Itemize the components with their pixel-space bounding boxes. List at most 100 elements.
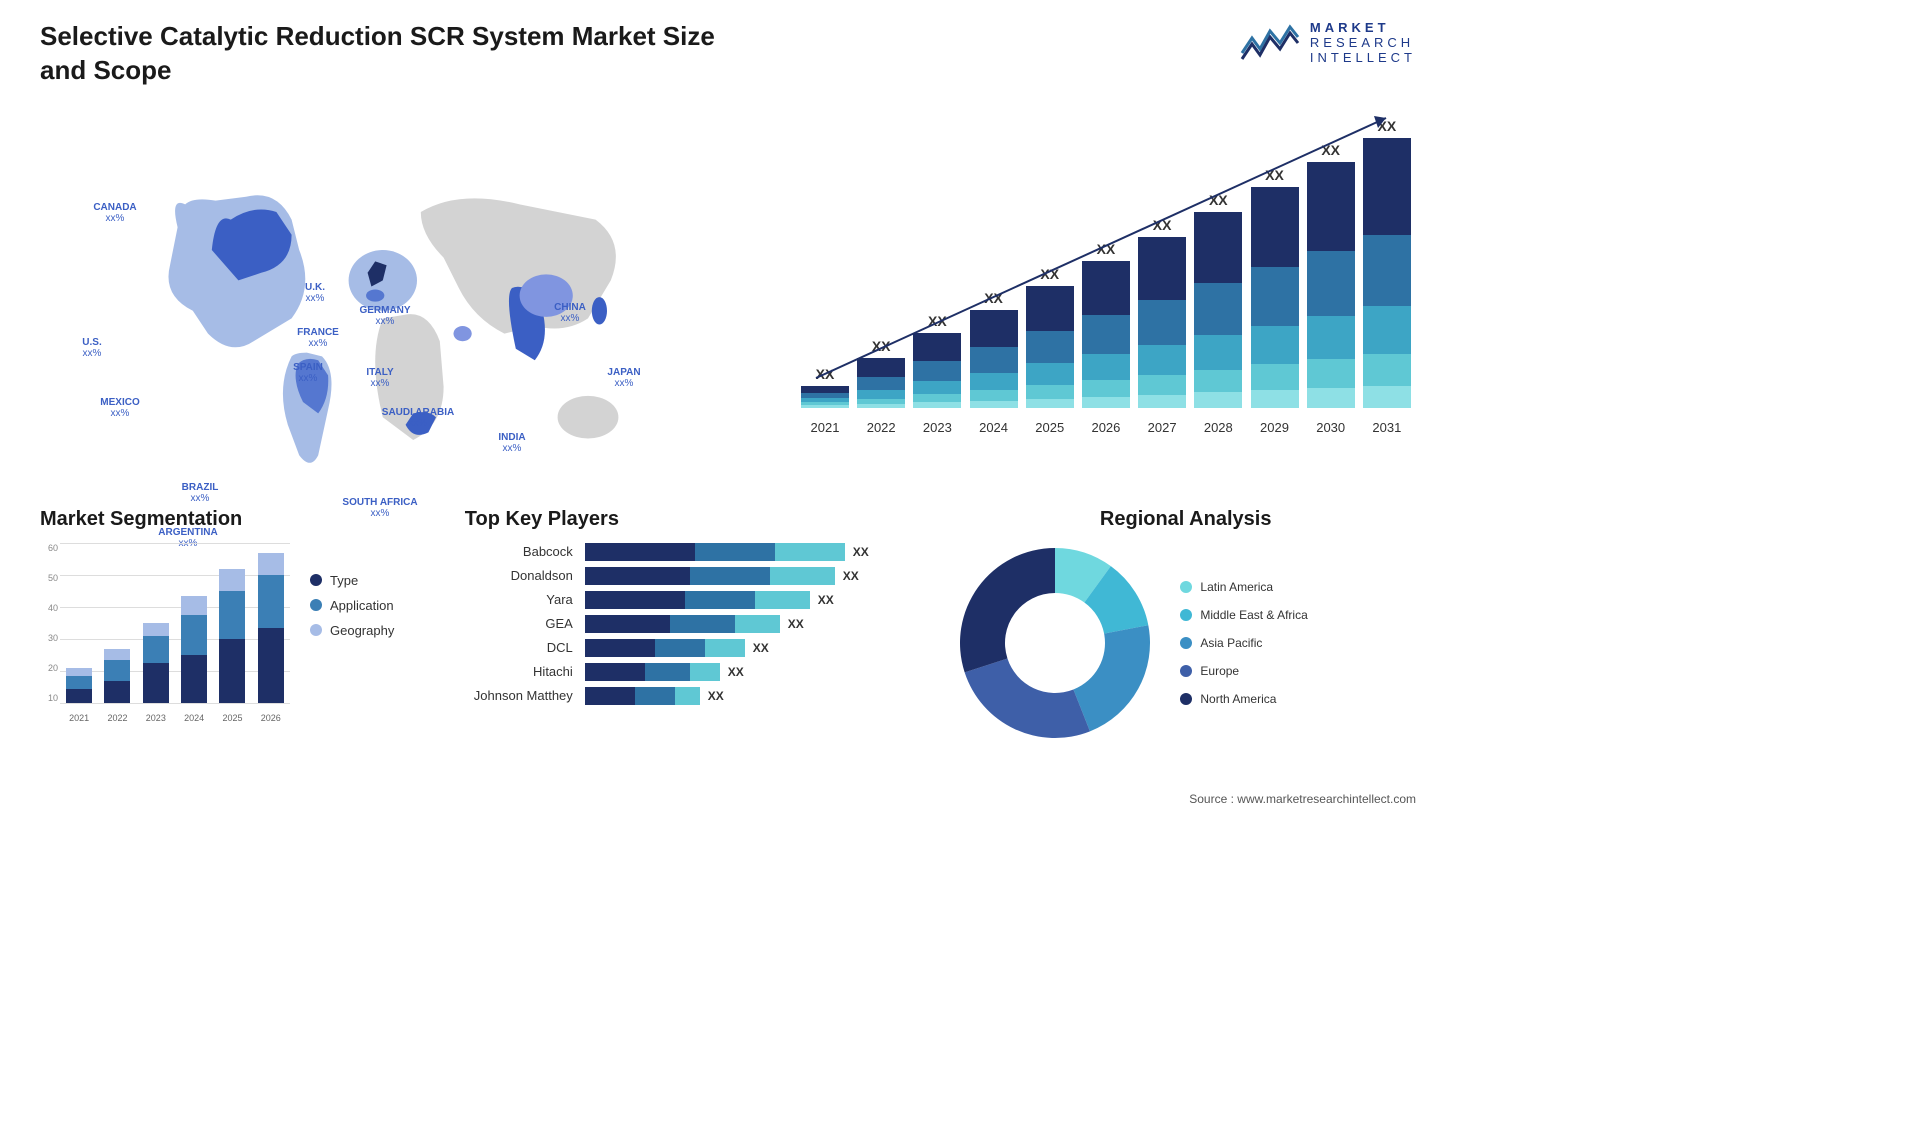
player-name: Babcock [465, 544, 585, 559]
logo-text-3: INTELLECT [1310, 50, 1416, 65]
players-panel: Top Key Players BabcockXXDonaldsonXXYara… [465, 508, 926, 743]
bar-column: XX [857, 338, 905, 408]
bar-year-label: 2029 [1251, 420, 1299, 435]
bar-year-label: 2021 [801, 420, 849, 435]
bar-column: XX [1363, 118, 1411, 408]
player-name: Hitachi [465, 664, 585, 679]
seg-bar [104, 649, 130, 702]
bar-year-label: 2030 [1307, 420, 1355, 435]
bar-value-label: XX [1378, 118, 1397, 134]
source-label: Source : www.marketresearchintellect.com [1189, 792, 1416, 806]
logo-mark-icon [1240, 23, 1300, 63]
bar-year-label: 2023 [913, 420, 961, 435]
bar-column: XX [1251, 167, 1299, 407]
player-row: Babcock XX [465, 543, 926, 561]
player-value: XX [708, 689, 724, 703]
player-value: XX [753, 641, 769, 655]
map-label: JAPANxx% [607, 367, 640, 389]
seg-bar [181, 596, 207, 703]
map-label: INDIAxx% [498, 432, 525, 454]
bar-value-label: XX [928, 313, 947, 329]
bar-value-label: XX [816, 366, 835, 382]
bar-value-label: XX [1040, 266, 1059, 282]
player-value: XX [853, 545, 869, 559]
player-name: Donaldson [465, 568, 585, 583]
bar-year-label: 2022 [857, 420, 905, 435]
bar-year-label: 2026 [1082, 420, 1130, 435]
bar-value-label: XX [1153, 217, 1172, 233]
map-label: SOUTH AFRICAxx% [342, 497, 417, 519]
bar-column: XX [1026, 266, 1074, 408]
logo-text-2: RESEARCH [1310, 35, 1416, 50]
bar-column: XX [1082, 241, 1130, 408]
bar-value-label: XX [1209, 192, 1228, 208]
player-row: GEA XX [465, 615, 926, 633]
legend-item: Latin America [1180, 580, 1307, 594]
map-label: U.S.xx% [82, 337, 101, 359]
map-label: GERMANYxx% [359, 305, 410, 327]
bar-year-label: 2025 [1026, 420, 1074, 435]
map-label: U.K.xx% [305, 282, 325, 304]
legend-item: North America [1180, 692, 1307, 706]
bar-value-label: XX [872, 338, 891, 354]
players-chart: BabcockXXDonaldsonXXYaraXXGEAXXDCLXXHita… [465, 543, 926, 705]
donut-slice [965, 658, 1090, 738]
player-value: XX [788, 617, 804, 631]
player-row: Yara XX [465, 591, 926, 609]
page-title: Selective Catalytic Reduction SCR System… [40, 20, 740, 88]
player-name: GEA [465, 616, 585, 631]
seg-bar [258, 553, 284, 702]
map-label: ITALYxx% [366, 367, 393, 389]
bar-column: XX [1138, 217, 1186, 408]
player-name: DCL [465, 640, 585, 655]
bar-value-label: XX [1265, 167, 1284, 183]
segmentation-panel: Market Segmentation 605040302010 2021202… [40, 508, 435, 743]
player-row: DCL XX [465, 639, 926, 657]
legend-item: Type [310, 573, 394, 588]
map-label: BRAZILxx% [182, 482, 219, 504]
regional-donut [955, 543, 1155, 743]
map-label: SAUDI ARABIAxx% [382, 407, 454, 429]
bar-column: XX [801, 366, 849, 408]
players-title: Top Key Players [465, 508, 926, 531]
player-value: XX [818, 593, 834, 607]
player-name: Yara [465, 592, 585, 607]
map-label: MEXICOxx% [100, 397, 139, 419]
legend-item: Asia Pacific [1180, 636, 1307, 650]
map-label: FRANCExx% [297, 327, 339, 349]
map-label: SPAINxx% [293, 362, 323, 384]
bar-value-label: XX [984, 290, 1003, 306]
seg-bar [143, 623, 169, 703]
regional-panel: Regional Analysis Latin America Middle Ea… [955, 508, 1416, 743]
logo-text-1: MARKET [1310, 20, 1416, 35]
bar-value-label: XX [1321, 142, 1340, 158]
legend-item: Application [310, 598, 394, 613]
segmentation-legend: Type Application Geography [310, 543, 394, 723]
player-row: Johnson Matthey XX [465, 687, 926, 705]
bar-column: XX [913, 313, 961, 407]
map-label: CANADAxx% [93, 202, 136, 224]
player-name: Johnson Matthey [465, 688, 585, 703]
bar-year-label: 2031 [1363, 420, 1411, 435]
regional-legend: Latin America Middle East & Africa Asia Pa… [1180, 580, 1307, 706]
player-value: XX [728, 665, 744, 679]
player-row: DonaldsonXX [465, 567, 926, 585]
regional-title: Regional Analysis [955, 508, 1416, 531]
bar-value-label: XX [1097, 241, 1116, 257]
bar-column: XX [970, 290, 1018, 407]
bar-column: XX [1194, 192, 1242, 407]
bar-year-label: 2027 [1138, 420, 1186, 435]
donut-slice [1074, 625, 1151, 731]
donut-slice [960, 548, 1055, 672]
legend-item: Middle East & Africa [1180, 608, 1307, 622]
bar-year-label: 2028 [1194, 420, 1242, 435]
segmentation-chart: 605040302010 202120222023202420252026 [40, 543, 290, 723]
bar-year-label: 2024 [970, 420, 1018, 435]
seg-bar [66, 668, 92, 703]
bar-column: XX [1307, 142, 1355, 407]
world-map: CANADAxx%U.S.xx%MEXICOxx%BRAZILxx%ARGENT… [40, 98, 756, 478]
player-row: Hitachi XX [465, 663, 926, 681]
legend-item: Geography [310, 623, 394, 638]
legend-item: Europe [1180, 664, 1307, 678]
market-growth-chart: XX XX XX XX XX XX XX XX XX XX XX 2021 2022 2023 2024 2… [796, 98, 1416, 478]
